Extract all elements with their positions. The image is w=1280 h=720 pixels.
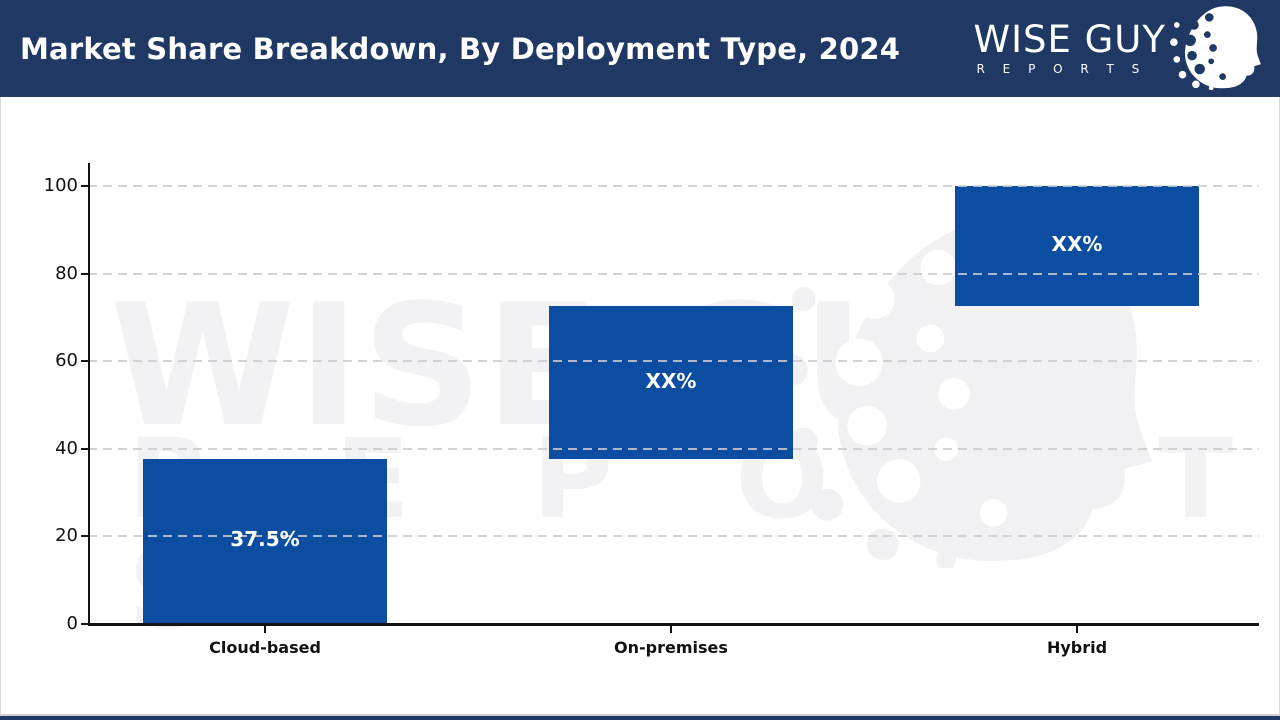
header-band: Market Share Breakdown, By Deployment Ty… — [0, 0, 1280, 97]
y-tick-label: 40 — [55, 437, 78, 459]
y-tick-label: 20 — [55, 525, 78, 546]
y-tick-label: 80 — [55, 262, 78, 284]
logo-subtitle: R E P O R T S — [976, 62, 1147, 76]
footer-band — [0, 716, 1280, 720]
wise-guy-logo: WISE GUY R E P O R T S — [974, 4, 1262, 94]
watermark-face-icon — [762, 212, 1162, 572]
y-tick-mark — [81, 447, 88, 450]
y-tick-mark — [81, 535, 88, 537]
y-tick-mark — [81, 185, 88, 187]
logo-text: WISE GUY R E P O R T S — [974, 21, 1166, 76]
y-tick-mark — [81, 360, 88, 362]
chart-title: Market Share Breakdown, By Deployment Ty… — [20, 31, 901, 66]
logo-face-icon — [1168, 4, 1262, 94]
grid-line-100 — [88, 185, 1259, 187]
y-tick-mark — [81, 622, 88, 625]
y-tick-mark — [81, 272, 88, 275]
y-tick-label: 0 — [66, 612, 78, 634]
y-tick-label: 100 — [43, 175, 78, 196]
y-axis-line — [88, 163, 90, 626]
y-tick-label: 60 — [55, 350, 78, 371]
footer-separator — [0, 714, 1280, 716]
logo-wordmark: WISE GUY — [973, 18, 1166, 61]
